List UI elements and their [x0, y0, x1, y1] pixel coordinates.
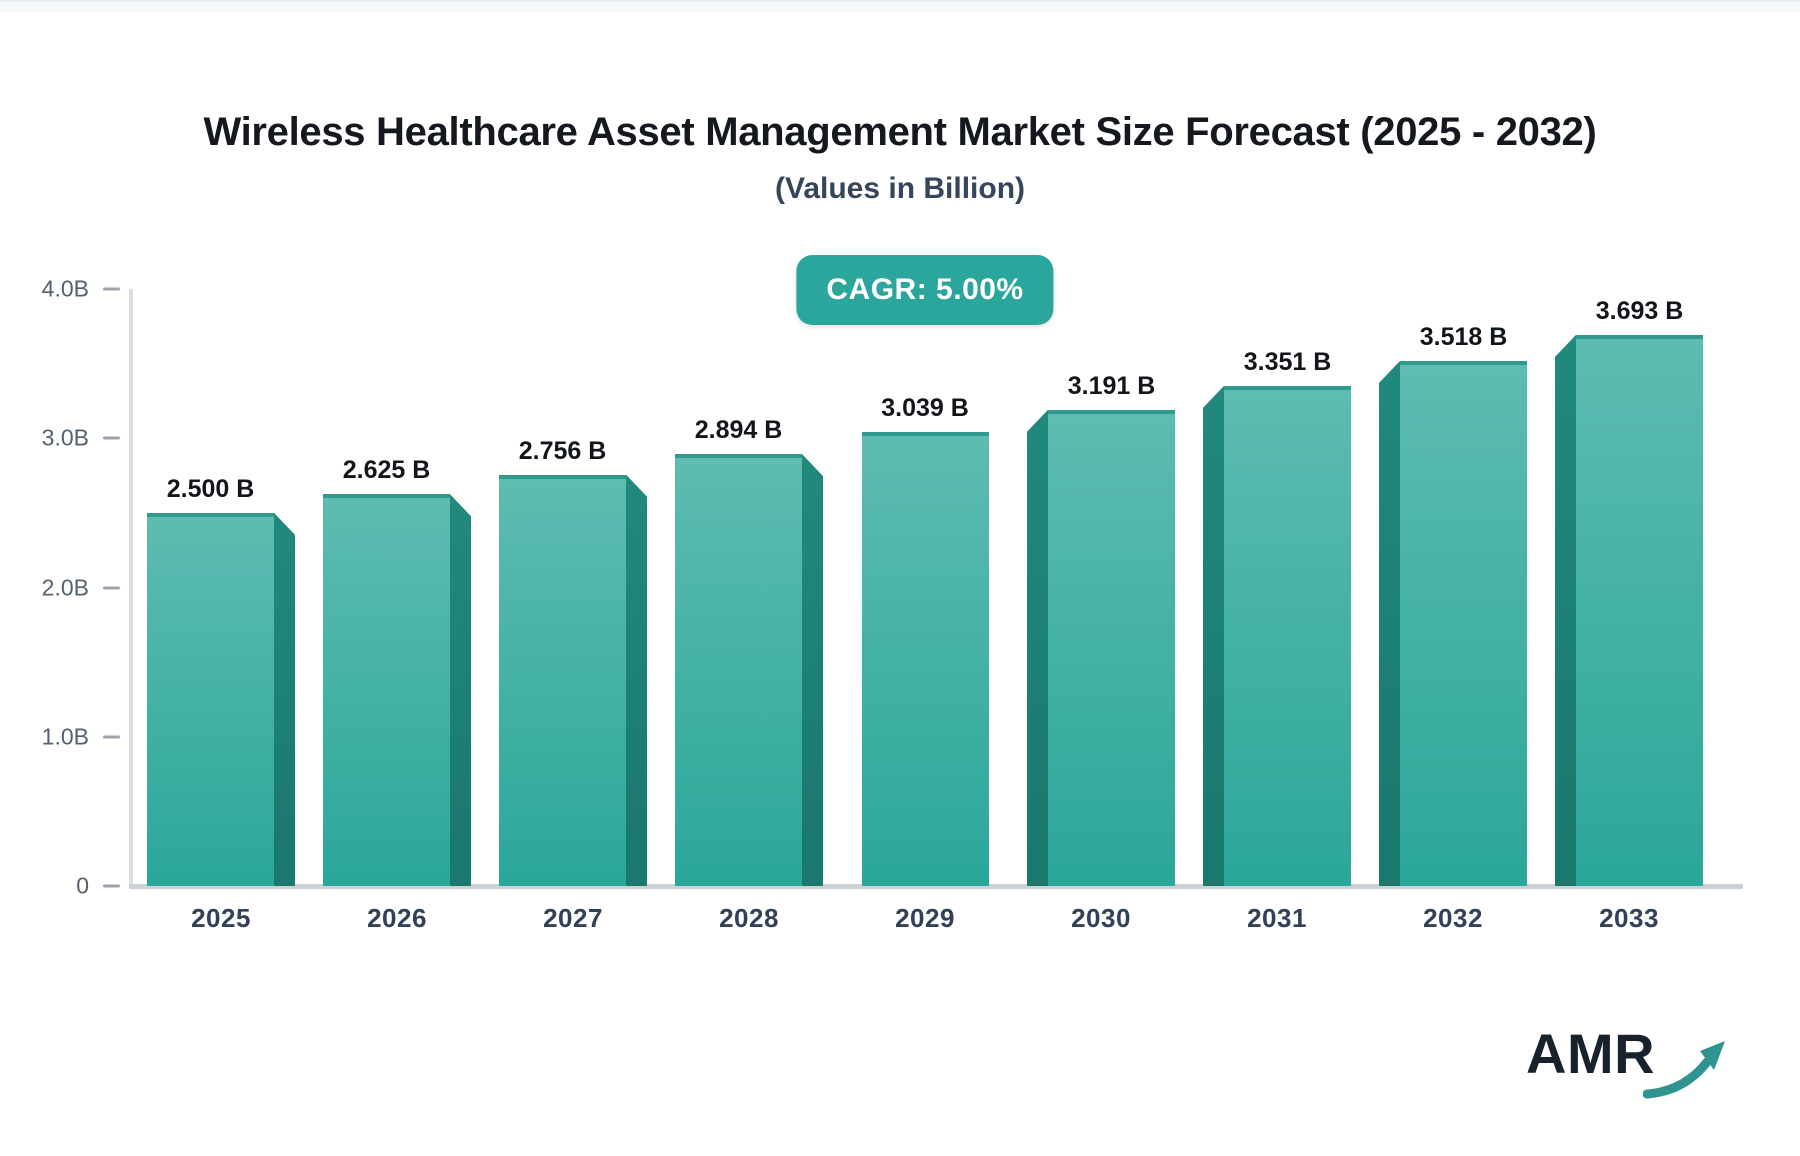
y-axis-tick-mark: [103, 884, 120, 888]
bar-face: [1224, 385, 1351, 886]
bar-face: [675, 454, 802, 886]
bar-2030: 3.191 B: [1027, 372, 1175, 886]
bar-side-3d: [1379, 360, 1400, 886]
bar-value-label: 3.351 B: [1243, 347, 1332, 376]
bar-side-3d: [1203, 385, 1224, 886]
x-axis-label: 2032: [1423, 903, 1483, 933]
x-axis-line: [129, 884, 1743, 889]
trend-up-arrow-icon: [1642, 1038, 1735, 1107]
x-axis-label: 2027: [543, 903, 603, 933]
bar-value-label: 2.625 B: [342, 456, 431, 485]
bar-face: [1576, 334, 1703, 886]
bar-face: [147, 512, 274, 886]
bar-value-label: 2.894 B: [694, 416, 783, 445]
x-axis-labels: 2025 2026 2027 2028 2029 2030 2031 2032 2033: [133, 903, 1717, 934]
y-axis-tick-mark: [103, 436, 120, 440]
amr-logo: AMR: [1526, 1026, 1735, 1107]
bar-face: [861, 432, 989, 886]
x-axis-label: 2031: [1247, 903, 1307, 933]
y-axis-tick-mark: [103, 586, 120, 589]
bar-2026: 2.625 B: [323, 456, 471, 886]
bar-face: [499, 474, 626, 886]
bar-value-label: 3.518 B: [1419, 322, 1508, 351]
bar-face: [323, 494, 450, 886]
bar-side-3d: [274, 512, 295, 886]
y-axis-tick-label: 4.0B: [41, 275, 89, 302]
bar-2025: 2.500 B: [147, 475, 295, 886]
cagr-badge: CAGR: 5.00%: [796, 255, 1054, 325]
bar-side-3d: [1027, 409, 1048, 886]
y-axis: 0 1.0B 2.0B 3.0B 4.0B: [0, 276, 120, 899]
x-axis-label: 2025: [191, 903, 251, 933]
bar-slot: 2.500 B: [133, 289, 309, 886]
bar-2031: 3.351 B: [1203, 348, 1351, 886]
bar-slot: 3.693 B: [1541, 289, 1717, 886]
y-axis-tick-label: 0: [76, 872, 89, 899]
x-axis-label: 2029: [895, 903, 955, 933]
bar-value-label: 3.693 B: [1595, 296, 1684, 325]
bar-slot: 2.756 B: [485, 289, 661, 886]
chart-subtitle: (Values in Billion): [774, 172, 1026, 205]
y-axis-tick: 0: [76, 873, 120, 900]
bar-side-3d: [1555, 334, 1576, 886]
bar-value-label: 3.191 B: [1067, 371, 1156, 400]
window-top-strip: [0, 0, 1800, 12]
y-axis-tick-label: 3.0B: [41, 424, 89, 451]
y-axis-tick-mark: [103, 735, 120, 739]
x-axis-label: 2033: [1599, 903, 1659, 933]
y-axis-tick-label: 2.0B: [41, 574, 89, 600]
y-axis-tick: 2.0B: [42, 574, 120, 601]
x-axis-label: 2028: [719, 903, 779, 933]
bar-2029: 3.039 B: [861, 394, 989, 886]
bar-face: [1400, 360, 1527, 886]
bar-slot: 3.039 B: [837, 289, 1013, 886]
y-axis-line: [129, 289, 133, 888]
bar-side-3d: [802, 454, 823, 886]
bar-slot: 2.894 B: [661, 289, 837, 886]
x-axis-label: 2030: [1071, 903, 1131, 933]
bar-value-label: 2.500 B: [166, 474, 255, 503]
y-axis-tick-mark: [103, 287, 120, 291]
y-axis-tick: 3.0B: [42, 425, 120, 452]
bar-slot: 3.191 B: [1013, 289, 1189, 886]
bar-side-3d: [626, 474, 647, 886]
bar-value-label: 2.756 B: [518, 436, 607, 465]
bar-2033: 3.693 B: [1555, 297, 1703, 886]
bar-2028: 2.894 B: [675, 416, 823, 886]
bar-side-3d: [450, 494, 471, 886]
bar-value-label: 3.039 B: [881, 394, 969, 423]
bar-2027: 2.756 B: [499, 437, 647, 886]
bar-slot: 3.351 B: [1189, 289, 1365, 886]
y-axis-tick-label: 1.0B: [41, 723, 89, 750]
bar-face: [1048, 409, 1175, 886]
y-axis-tick: 1.0B: [42, 723, 120, 750]
bars-container: 2.500 B 2.625 B 2.756 B 2.894 B 3.039 B 3.191…: [133, 289, 1717, 886]
chart-title: Wireless Healthcare Asset Management Mar…: [203, 110, 1597, 154]
bar-slot: 3.518 B: [1365, 289, 1541, 886]
amr-logo-text: AMR: [1526, 1022, 1656, 1085]
bar-slot: 2.625 B: [309, 289, 485, 886]
x-axis-label: 2026: [367, 903, 427, 933]
bar-2032: 3.518 B: [1379, 323, 1527, 886]
y-axis-tick: 4.0B: [42, 276, 120, 303]
